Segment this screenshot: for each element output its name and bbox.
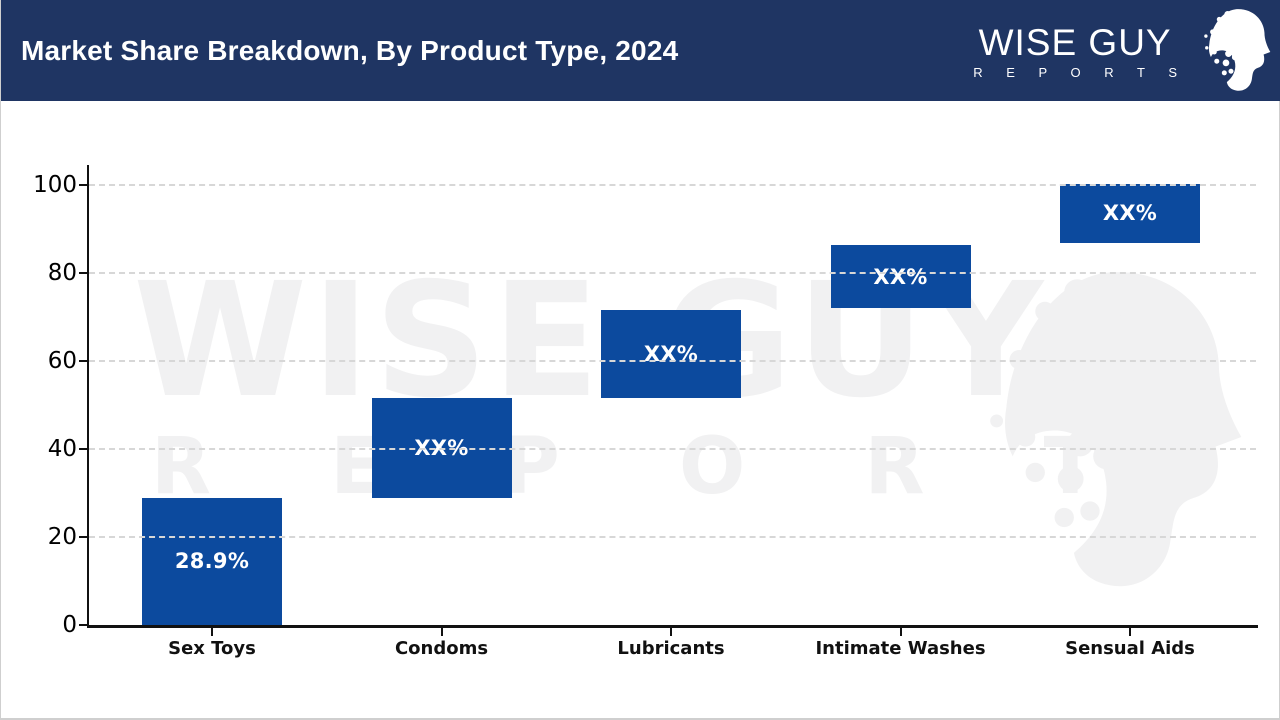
x-tick-mark-lubricants <box>670 628 672 636</box>
logo-text: WISE GUY R E P O R T S <box>963 22 1187 80</box>
y-tick-label-100: 100 <box>33 172 77 198</box>
logo-subtitle: R E P O R T S <box>973 64 1187 80</box>
y-tick-mark-0 <box>79 624 87 626</box>
logo-wordmark: WISE GUY <box>978 22 1172 64</box>
gridline-60 <box>89 360 1256 362</box>
y-tick-mark-80 <box>79 272 87 274</box>
bar-lubricants: XX% <box>601 309 741 398</box>
x-category-label-sex-toys: Sex Toys <box>168 638 256 659</box>
bar-value-label-condoms: XX% <box>414 435 469 460</box>
y-tick-mark-60 <box>79 360 87 362</box>
x-category-label-sensual-aids: Sensual Aids <box>1065 638 1195 659</box>
gridline-40 <box>89 448 1256 450</box>
bar-value-label-intimate-washes: XX% <box>873 264 928 289</box>
y-tick-mark-100 <box>79 184 87 186</box>
bar-condoms: XX% <box>371 397 512 498</box>
bar-intimate-washes: XX% <box>830 244 971 309</box>
y-tick-label-0: 0 <box>62 612 77 638</box>
x-axis-spine <box>87 625 1258 628</box>
gridline-20 <box>89 536 1256 538</box>
header-bar: Market Share Breakdown, By Product Type,… <box>1 0 1280 101</box>
x-tick-mark-intimate-washes <box>899 628 902 636</box>
wise-guy-reports-logo: WISE GUY R E P O R T S <box>963 6 1273 98</box>
page-title: Market Share Breakdown, By Product Type,… <box>21 34 679 66</box>
gridline-100 <box>89 184 1256 186</box>
y-tick-label-60: 60 <box>47 348 77 374</box>
bar-sensual-aids: XX% <box>1060 184 1200 243</box>
bar-value-label-lubricants: XX% <box>643 341 699 366</box>
watermark-text-line2: R E P O R T S <box>151 422 1143 584</box>
x-tick-mark-condoms <box>440 628 443 636</box>
y-axis-spine <box>87 165 89 627</box>
x-category-label-condoms: Condoms <box>394 638 489 659</box>
y-tick-label-80: 80 <box>47 260 77 286</box>
bar-value-label-sex-toys: 28.9% <box>174 549 250 574</box>
bar-value-label-sensual-aids: XX% <box>1102 201 1158 226</box>
y-tick-mark-40 <box>79 448 87 450</box>
gridline-80 <box>89 272 1256 274</box>
y-tick-label-20: 20 <box>47 524 77 550</box>
logo-head-icon <box>1204 9 1271 91</box>
y-tick-label-40: 40 <box>47 436 77 462</box>
bar-sex-toys: 28.9% <box>142 497 282 625</box>
y-tick-mark-20 <box>79 536 87 538</box>
x-category-label-intimate-washes: Intimate Washes <box>815 638 986 659</box>
x-tick-mark-sensual-aids <box>1129 628 1131 636</box>
x-category-label-lubricants: Lubricants <box>617 638 725 659</box>
x-tick-mark-sex-toys <box>211 628 213 636</box>
